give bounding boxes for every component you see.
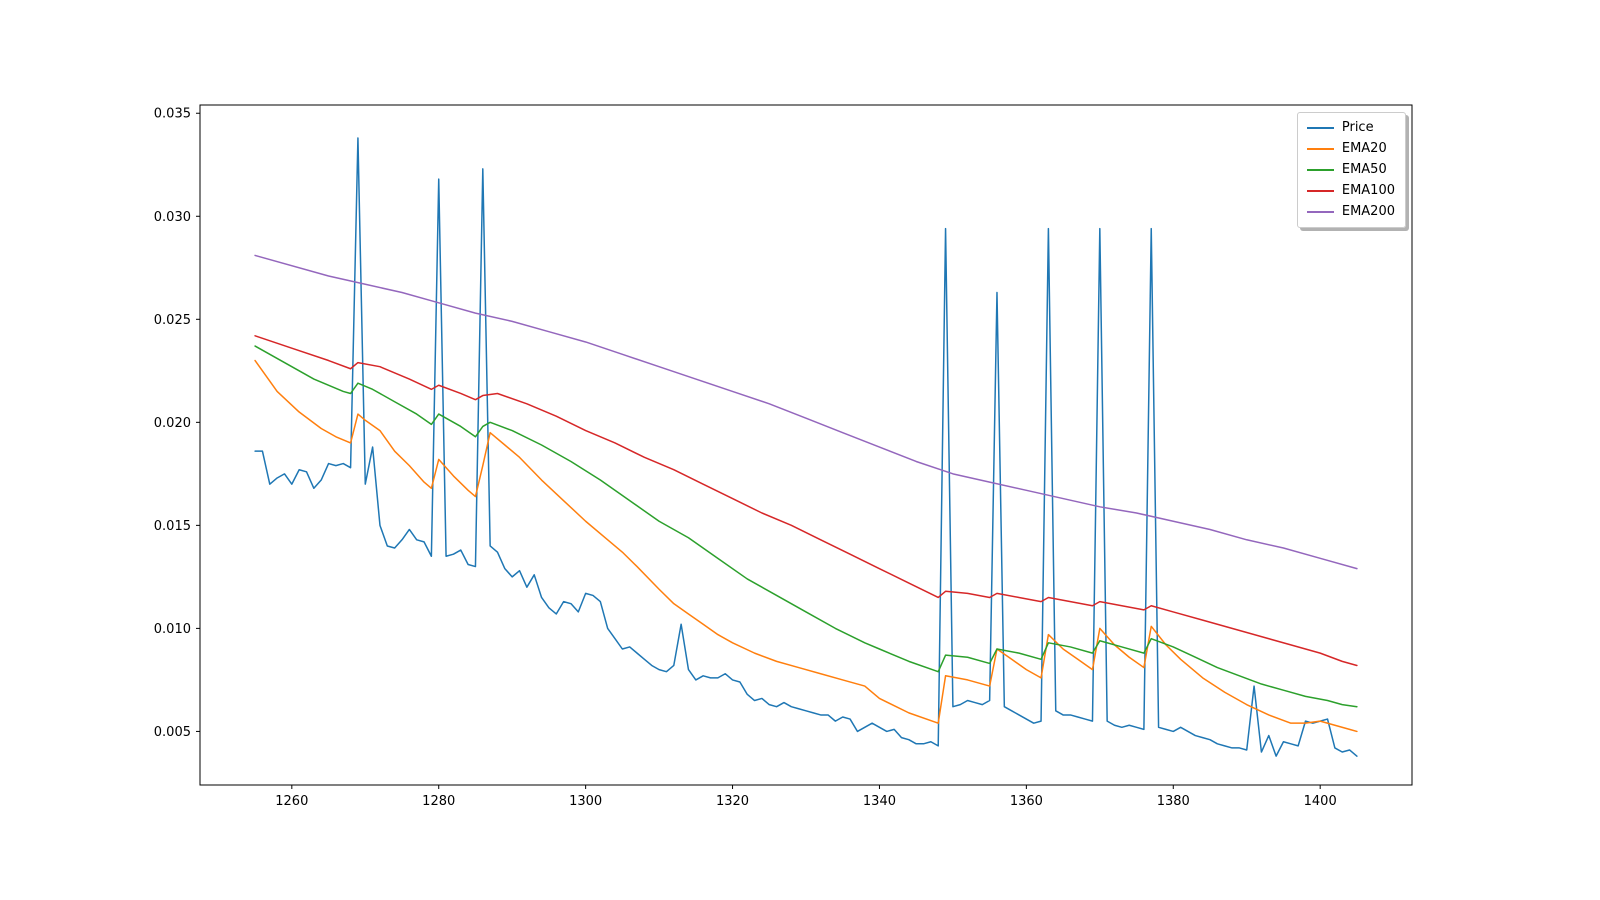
legend-label: EMA200	[1341, 204, 1395, 219]
series-line-ema100	[254, 335, 1358, 667]
x-tick-label: 1280	[422, 794, 455, 809]
legend-item-ema20: EMA20	[1306, 141, 1395, 156]
y-tick-label: 0.035	[154, 107, 191, 122]
series-line-ema200	[254, 254, 1358, 570]
x-tick-label: 1300	[569, 794, 602, 809]
y-tick-label: 0.025	[154, 313, 191, 328]
legend-label: EMA50	[1341, 162, 1387, 177]
x-tick-label: 1400	[1304, 794, 1337, 809]
series-line-price	[254, 137, 1358, 757]
legend: Price EMA20 EMA50 EMA100 EMA200	[1296, 112, 1406, 228]
legend-line-swatch	[1306, 147, 1334, 150]
legend-item-ema100: EMA100	[1306, 183, 1395, 198]
legend-item-ema50: EMA50	[1306, 162, 1395, 177]
x-tick-label: 1340	[863, 794, 896, 809]
series-line-ema20	[254, 359, 1358, 733]
legend-line-swatch	[1306, 189, 1334, 192]
series-line-ema50	[254, 345, 1358, 708]
x-tick-label: 1360	[1010, 794, 1043, 809]
x-tick-label: 1380	[1157, 794, 1190, 809]
legend-line-swatch	[1306, 210, 1334, 213]
y-tick-label: 0.015	[154, 519, 191, 534]
y-tick-label: 0.005	[154, 725, 191, 740]
legend-line-swatch	[1306, 126, 1334, 129]
legend-label: EMA20	[1341, 141, 1387, 156]
axes-frame	[199, 104, 1413, 786]
legend-item-price: Price	[1306, 120, 1395, 135]
y-tick-label: 0.010	[154, 622, 191, 637]
y-tick-label: 0.030	[154, 210, 191, 225]
x-tick-label: 1320	[716, 794, 749, 809]
legend-label: EMA100	[1341, 183, 1395, 198]
y-tick-label: 0.020	[154, 416, 191, 431]
legend-item-ema200: EMA200	[1306, 204, 1395, 219]
legend-label: Price	[1341, 120, 1374, 135]
legend-line-swatch	[1306, 168, 1334, 171]
x-tick-label: 1260	[275, 794, 308, 809]
